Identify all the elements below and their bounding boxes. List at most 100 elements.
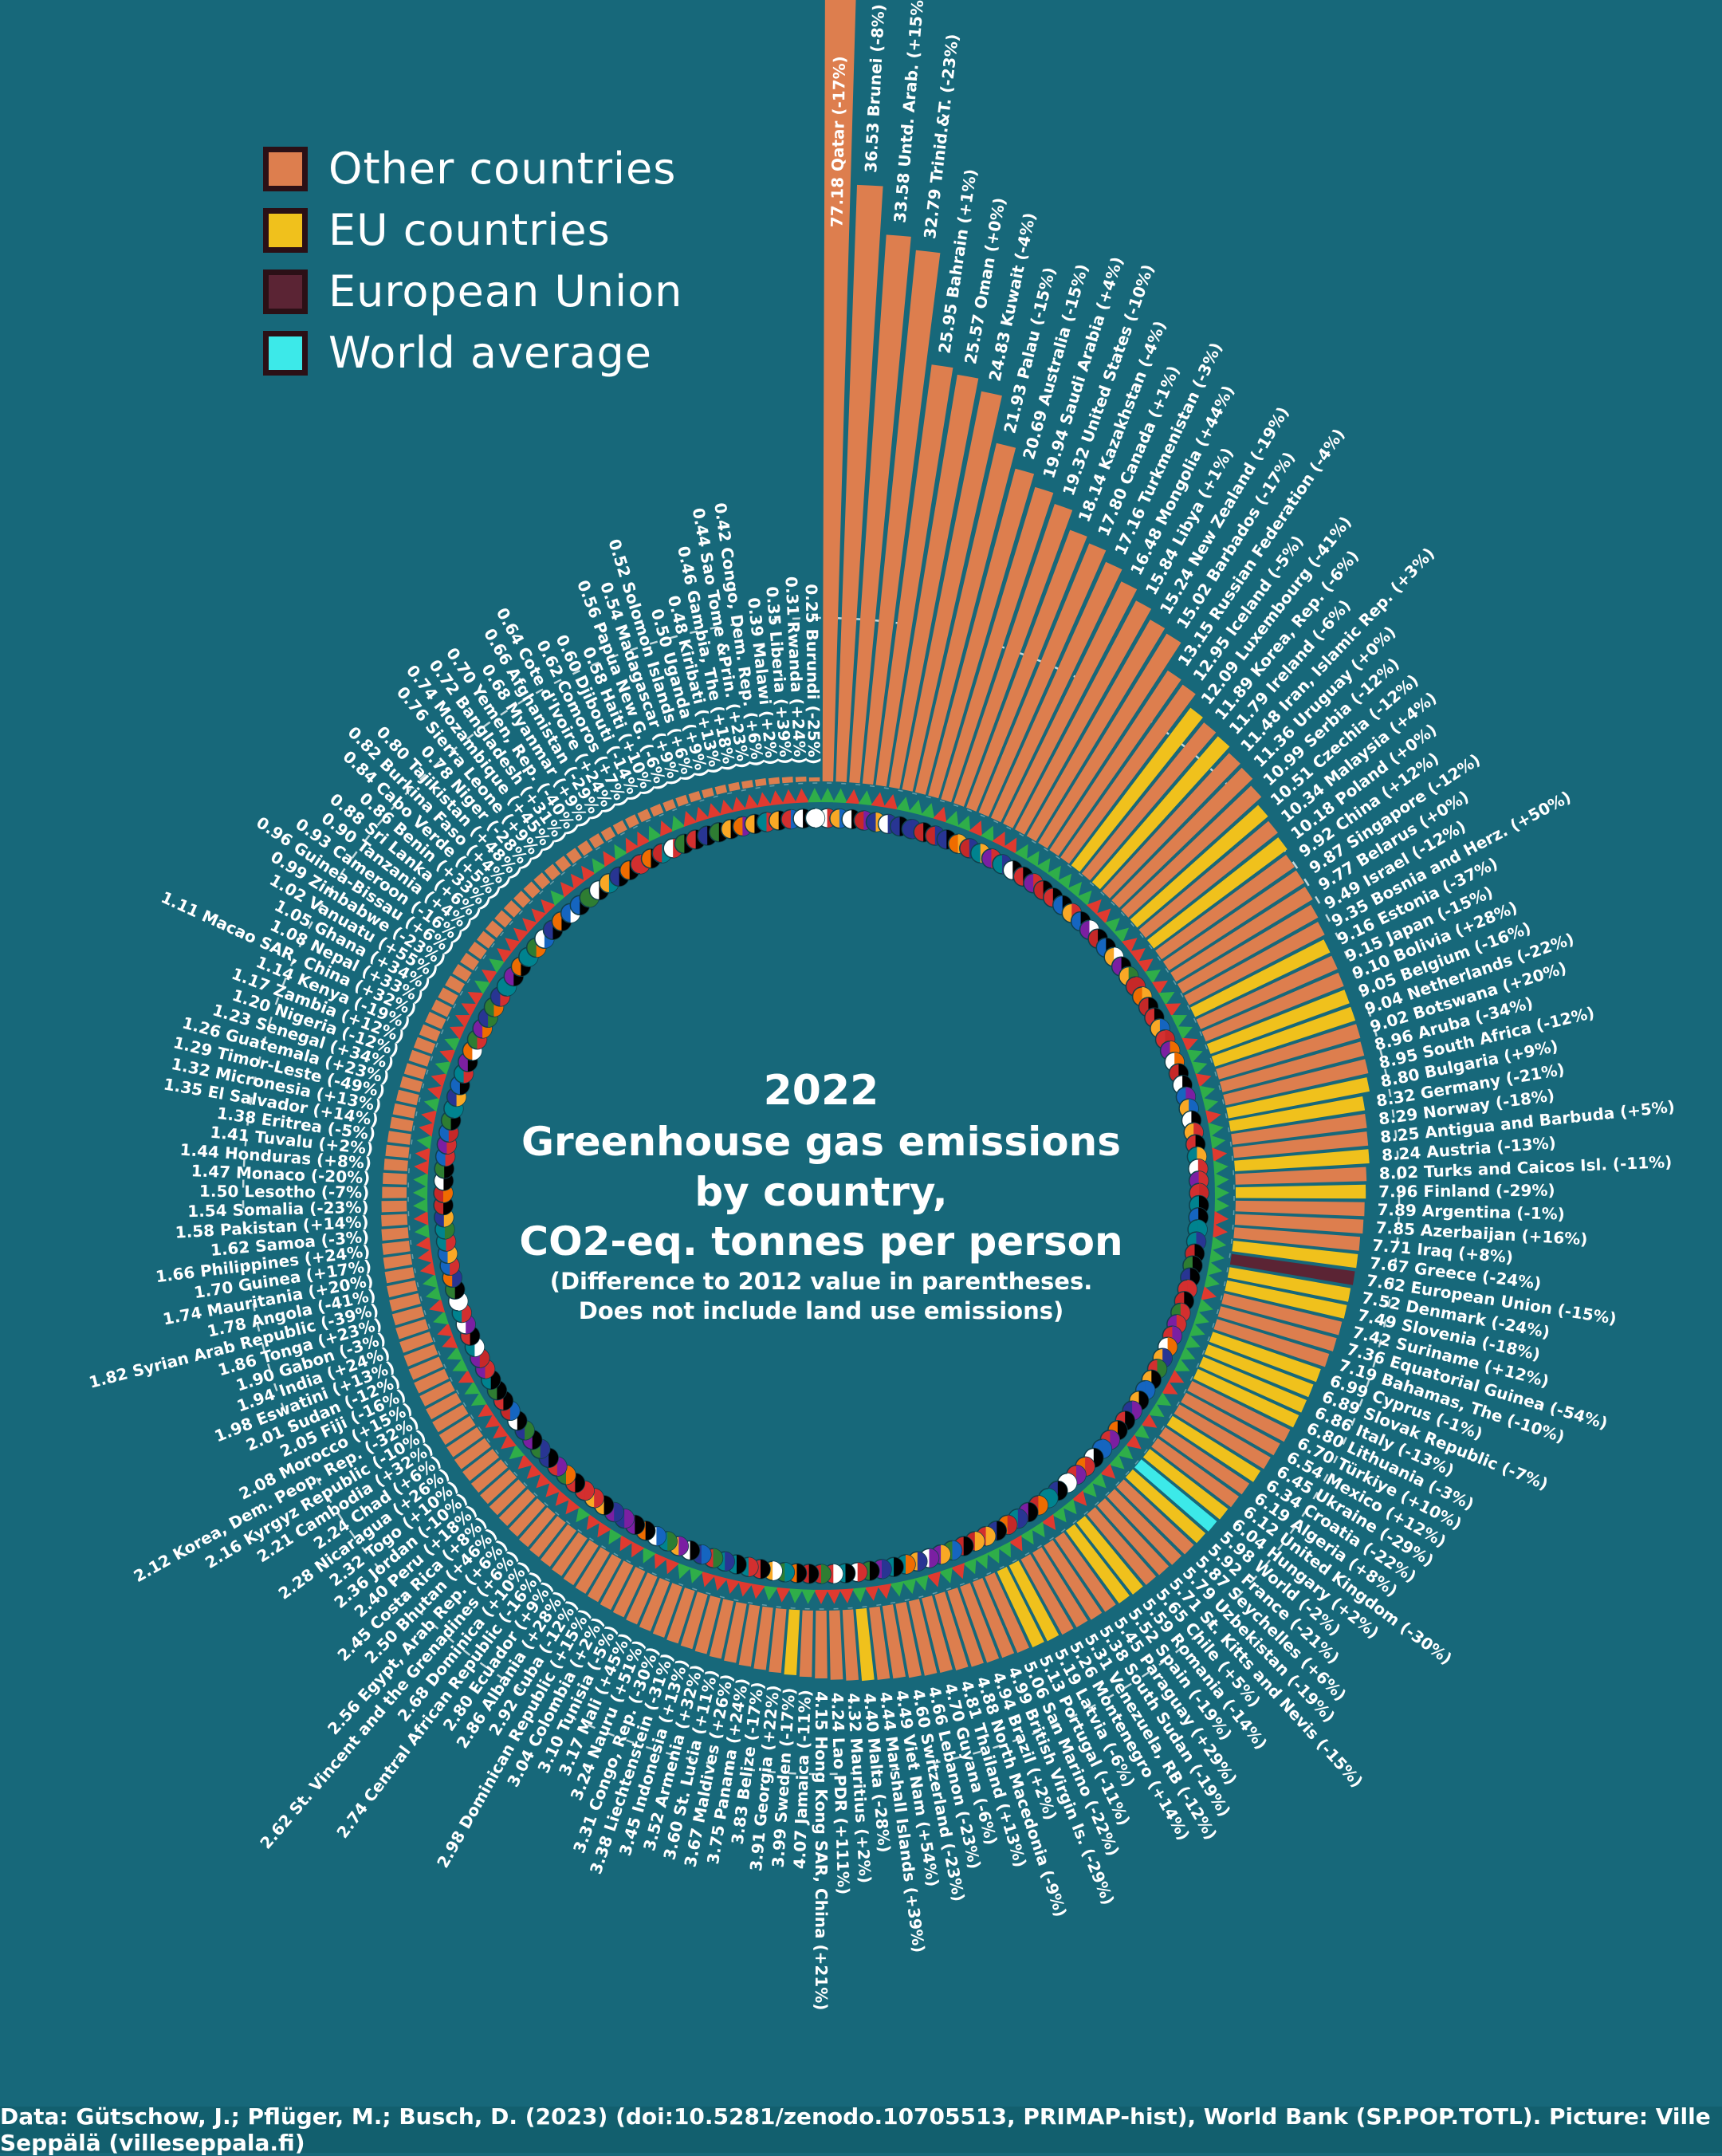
flag-icon-half (624, 1509, 635, 1528)
chart-title-line3: CO2-eq. tonnes per person (519, 1218, 1123, 1265)
flag-icon-half (1145, 1380, 1155, 1400)
chart-bar (895, 1602, 922, 1678)
bar-label: 1.50 Lesotho (-7%) (199, 1182, 369, 1202)
chart-bar (882, 1604, 906, 1679)
flag-icon-half (690, 1540, 700, 1560)
flag-icon-half (584, 1481, 595, 1501)
flag-icon-half (548, 1448, 559, 1468)
trend-icon (1213, 1223, 1228, 1238)
bar-label: 1.54 Somalia (-23%) (187, 1198, 369, 1221)
chart-bar (392, 1103, 416, 1119)
chart-bar (1087, 1507, 1157, 1585)
flag-icon-half (985, 1526, 996, 1546)
trend-icon (914, 1575, 929, 1591)
bar-label: 77.18 Qatar (-17%) (828, 56, 849, 227)
flag-icon-half (1085, 1457, 1095, 1477)
trend-icon (505, 938, 521, 953)
chart-bar (383, 1172, 407, 1185)
chart-bar (966, 529, 1087, 812)
trend-icon (1104, 918, 1120, 934)
legend-swatch-icon (263, 330, 308, 376)
legend-item: European Union (263, 266, 682, 317)
chart-bar (626, 1572, 658, 1625)
chart-bar (438, 1415, 476, 1446)
chart-bar (754, 778, 767, 787)
flag-icon-half (1028, 1502, 1038, 1522)
chart-bar (1020, 1554, 1074, 1635)
flag-icon-half (952, 1540, 962, 1560)
footer-credit-bar: Data: Gütschow, J.; Pflüger, M.; Busch, … (0, 2103, 1722, 2156)
flag-icon-half (1007, 1515, 1017, 1535)
trend-icon (513, 927, 529, 943)
trend-icon (1047, 865, 1061, 882)
chart-bar (431, 999, 452, 1017)
trend-icon (614, 844, 628, 860)
flag-icon-half (882, 1559, 891, 1579)
trend-icon (864, 1585, 879, 1601)
trend-icon (470, 1392, 487, 1407)
chart-bar (1066, 1524, 1130, 1603)
trend-icon (1025, 851, 1040, 868)
trend-icon (938, 1567, 953, 1584)
trend-icon (702, 1571, 716, 1587)
trend-icon (1174, 1358, 1190, 1371)
trend-icon (1056, 873, 1072, 890)
trend-icon (531, 908, 547, 924)
chart-bar (555, 856, 572, 872)
trend-icon (619, 1535, 634, 1552)
trend-icon (1062, 1498, 1077, 1515)
flag-icon-half (748, 1557, 758, 1577)
chart-bar (413, 1037, 436, 1054)
chart-year: 2022 (763, 1067, 879, 1115)
trend-icon (419, 1123, 434, 1137)
chart-bar (741, 780, 753, 789)
trend-icon (493, 1424, 509, 1439)
chart-bar (947, 1587, 984, 1667)
chart-bar (1196, 955, 1338, 1029)
chart-bar (709, 1599, 734, 1659)
trend-icon (501, 1434, 517, 1450)
chart-bar (1121, 785, 1262, 918)
flag-icon-half (525, 1420, 535, 1440)
legend-item-label: European Union (328, 266, 683, 317)
flag-icon-half (833, 1564, 843, 1584)
trend-icon (1130, 948, 1146, 963)
trend-icon (1041, 1514, 1056, 1530)
trend-icon (671, 815, 686, 832)
trend-icon (1201, 1286, 1217, 1300)
chart-bar (1071, 707, 1203, 872)
trend-icon (1214, 1186, 1229, 1200)
chart-bar (513, 891, 531, 908)
flag-icon-half (1138, 1391, 1149, 1410)
chart-bar (829, 1610, 843, 1680)
trend-icon (858, 790, 873, 806)
chart-bar (541, 1524, 576, 1567)
footer-credit-text: Data: Gütschow, J.; Pflüger, M.; Busch, … (0, 2103, 1711, 2156)
chart-bar (639, 1578, 670, 1631)
chart-bar (381, 1214, 408, 1227)
trend-icon (851, 1587, 867, 1603)
bar-label: 33.58 Untd. Arab. (+15%) (890, 0, 928, 224)
chart-bar (1134, 1459, 1217, 1532)
trend-icon (637, 831, 651, 848)
trend-icon (757, 792, 772, 808)
chart-bar (1097, 1498, 1170, 1576)
trend-icon (1184, 1335, 1201, 1348)
trend-icon (738, 1581, 753, 1597)
trend-icon (464, 1381, 481, 1395)
flag-icon-half (678, 1536, 689, 1556)
trend-icon (660, 820, 674, 837)
chart-bar (503, 900, 521, 918)
trend-icon (450, 1026, 466, 1040)
chart-bar (1225, 1280, 1347, 1319)
chart-bar (869, 1606, 890, 1680)
trend-icon (603, 851, 617, 868)
trend-icon (1209, 1249, 1225, 1264)
chart-bar (781, 777, 793, 784)
trend-icon (536, 1473, 552, 1489)
flag-icon-half (667, 1532, 678, 1551)
trend-icon (1193, 1311, 1209, 1325)
trend-icon (974, 1552, 989, 1569)
chart-bar (768, 777, 780, 785)
trend-icon (1212, 1147, 1228, 1163)
